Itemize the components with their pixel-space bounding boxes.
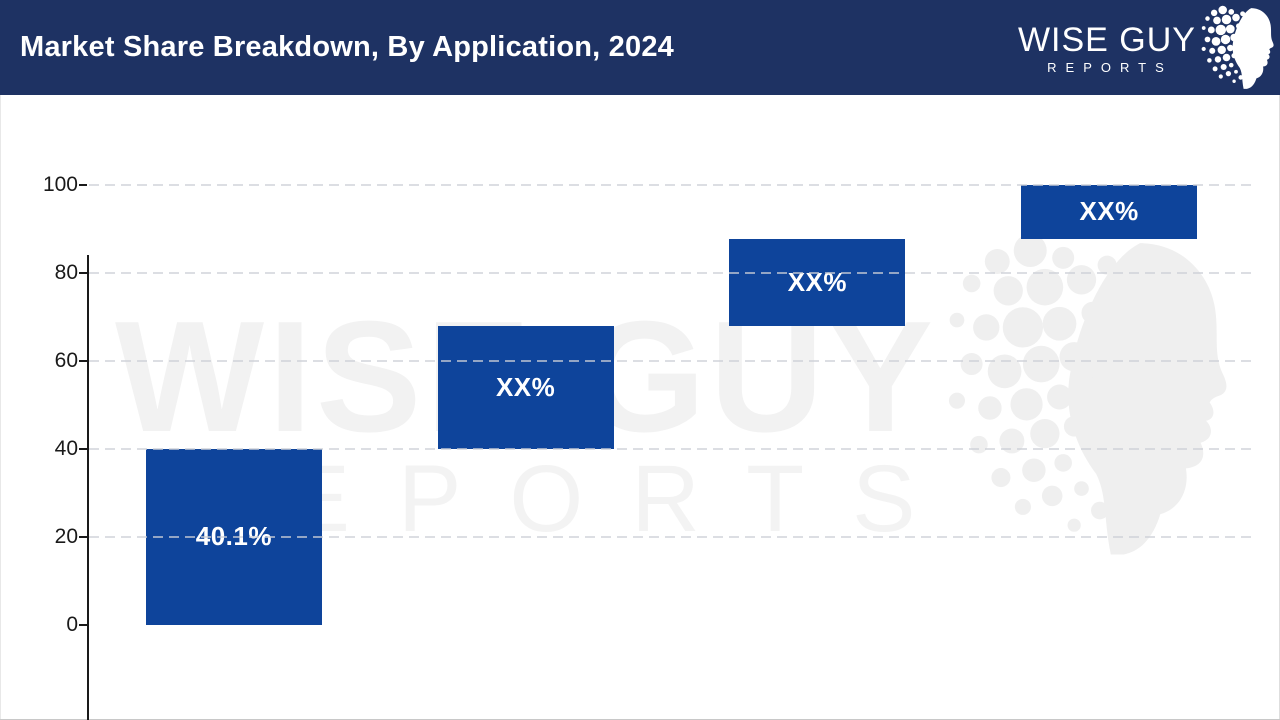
y-tick <box>79 536 87 538</box>
brand-logo: WISE GUY REPORTS <box>1018 2 1274 94</box>
bar-value-label: XX% <box>787 266 848 297</box>
bar-value-label: XX% <box>495 371 556 402</box>
y-tick-label: 20 <box>54 525 78 548</box>
gridline <box>89 536 1255 538</box>
brand-head-icon <box>1198 5 1274 91</box>
bar: XX% <box>1021 185 1198 239</box>
page-title: Market Share Breakdown, By Application, … <box>20 31 674 63</box>
brand-wordmark: WISE GUY REPORTS <box>1018 22 1196 75</box>
y-tick-label: 60 <box>54 349 78 372</box>
y-tick <box>79 624 87 626</box>
brand-name-text: WISE GUY <box>1017 20 1196 59</box>
gridline <box>89 184 1255 186</box>
y-tick-label: 80 <box>54 261 78 284</box>
gridline <box>89 360 1255 362</box>
y-tick <box>79 360 87 362</box>
y-tick-label: 100 <box>42 173 78 196</box>
y-tick-label: 0 <box>66 613 78 636</box>
bar-value-label: XX% <box>1079 196 1139 227</box>
y-axis-line <box>87 255 89 720</box>
gridline <box>89 272 1255 274</box>
bar: XX% <box>437 325 614 449</box>
gridline <box>89 448 1255 450</box>
y-tick <box>79 184 87 186</box>
y-tick <box>79 448 87 450</box>
bar: XX% <box>729 238 906 326</box>
brand-reports-text: REPORTS <box>1047 59 1173 75</box>
y-tick-label: 40 <box>54 437 78 460</box>
y-tick <box>79 272 87 274</box>
header-bar: Market Share Breakdown, By Application, … <box>0 0 1280 95</box>
